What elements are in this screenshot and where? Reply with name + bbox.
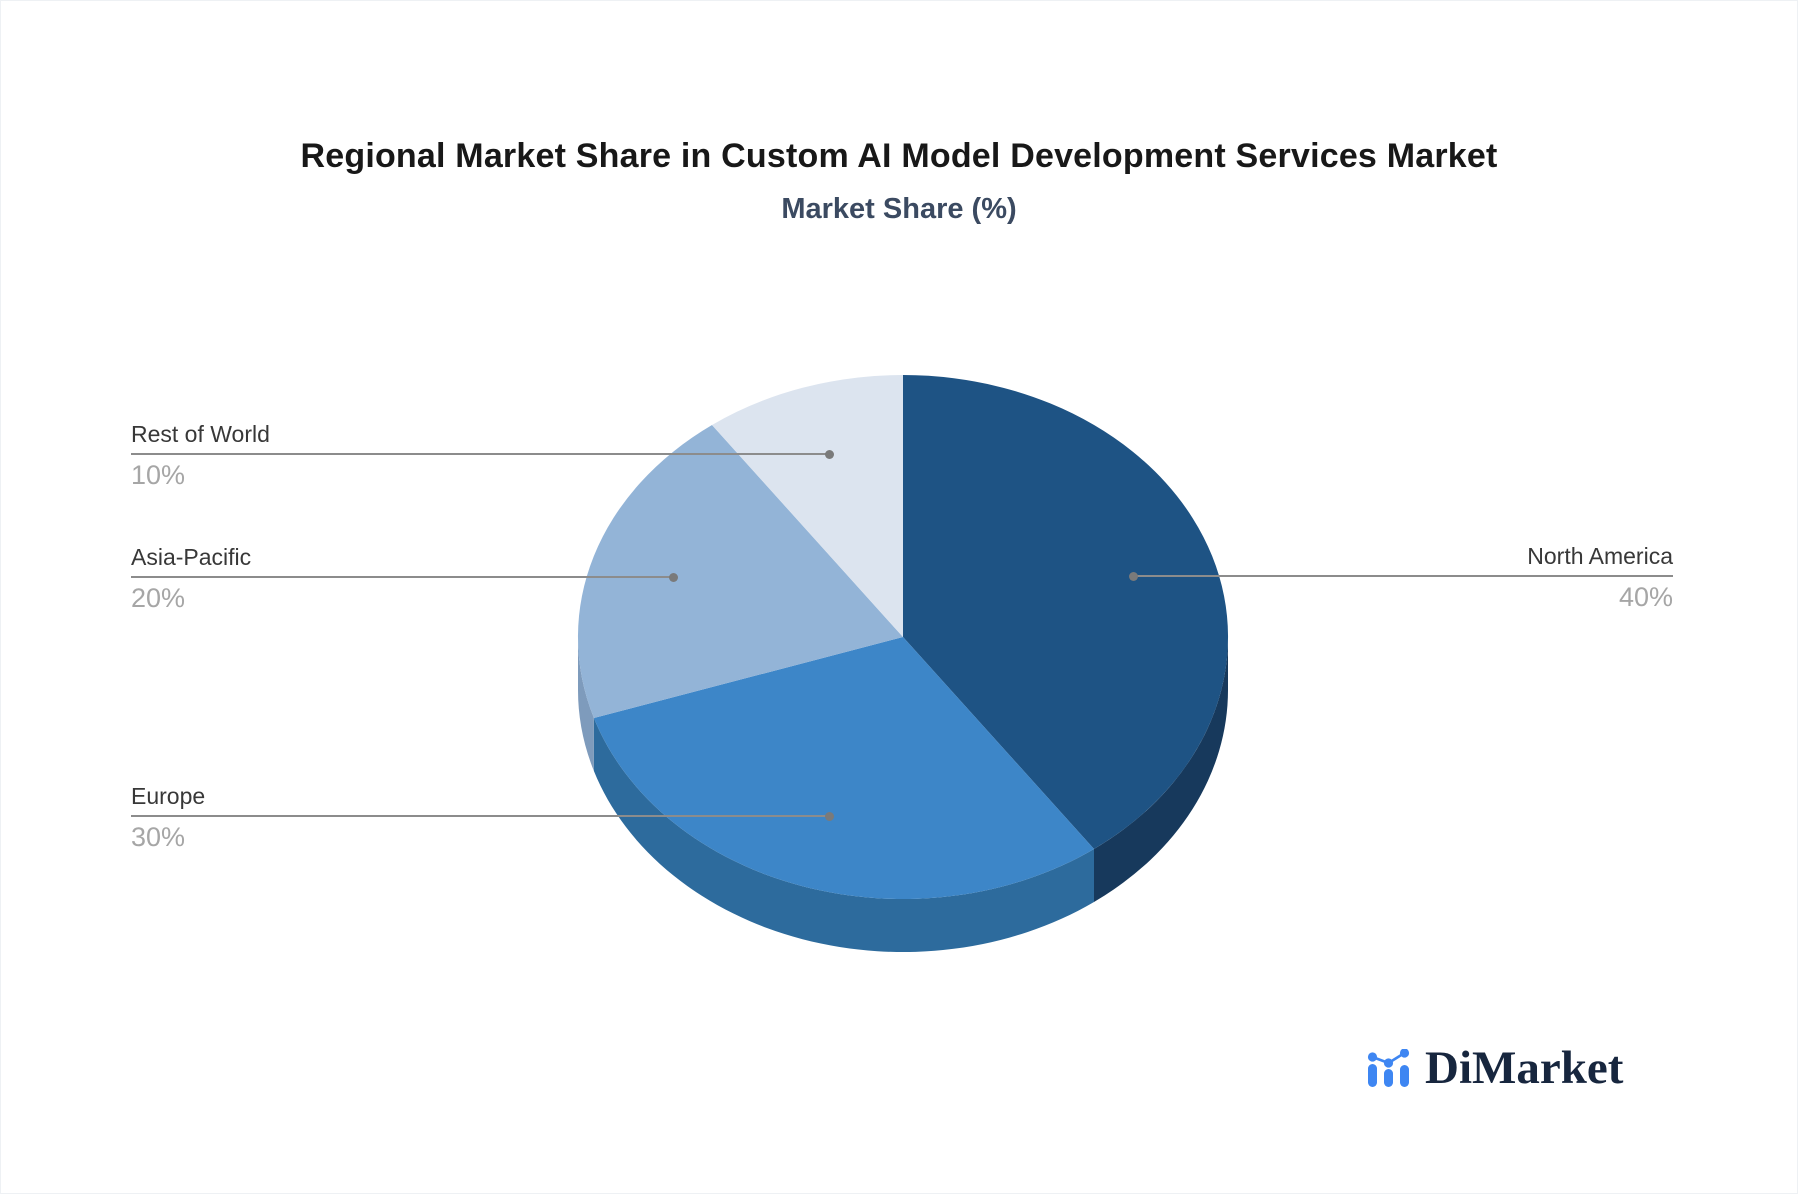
leader-dot [824, 811, 834, 821]
slice-label: Rest of World [131, 421, 270, 447]
pie-slice-asia-pacific[interactable] [577, 425, 903, 718]
chart-subtitle: Market Share (%) [781, 193, 1017, 225]
brand-name: DiMarket [1425, 1042, 1624, 1094]
callout-asia-pacific: Asia-Pacific 20% [131, 543, 678, 614]
leader-line [131, 811, 834, 821]
callout-north-america: North America 40% [1128, 542, 1673, 613]
slice-label: North America [1527, 543, 1673, 569]
slice-value: 10% [131, 460, 186, 490]
pie-slice-europe[interactable] [593, 637, 1094, 900]
slice-label: Asia-Pacific [131, 544, 252, 570]
slice-value: 20% [131, 583, 186, 613]
leader-dot [824, 449, 834, 459]
pie-slice-side-europe[interactable] [593, 718, 1094, 953]
slice-value: 40% [1618, 582, 1673, 612]
slice-value: 30% [131, 822, 186, 852]
pie-slice-north-america[interactable] [903, 375, 1229, 849]
pie-slice-side-asia-pacific[interactable] [577, 637, 594, 771]
leader-line [131, 449, 834, 459]
bar-chart-logo-icon [1367, 1049, 1410, 1087]
leader-line [131, 572, 678, 582]
leader-line [1128, 571, 1673, 581]
callout-rest-of-world: Rest of World 10% [131, 420, 834, 491]
pie-slice-rest-of-world[interactable] [712, 375, 903, 637]
slice-label: Europe [131, 783, 206, 809]
leader-dot [1128, 571, 1138, 581]
chart-title: Regional Market Share in Custom AI Model… [300, 137, 1498, 175]
callout-europe: Europe 30% [131, 782, 834, 853]
pie-slice-side-north-america[interactable] [1094, 637, 1228, 902]
leader-dot [668, 572, 678, 582]
